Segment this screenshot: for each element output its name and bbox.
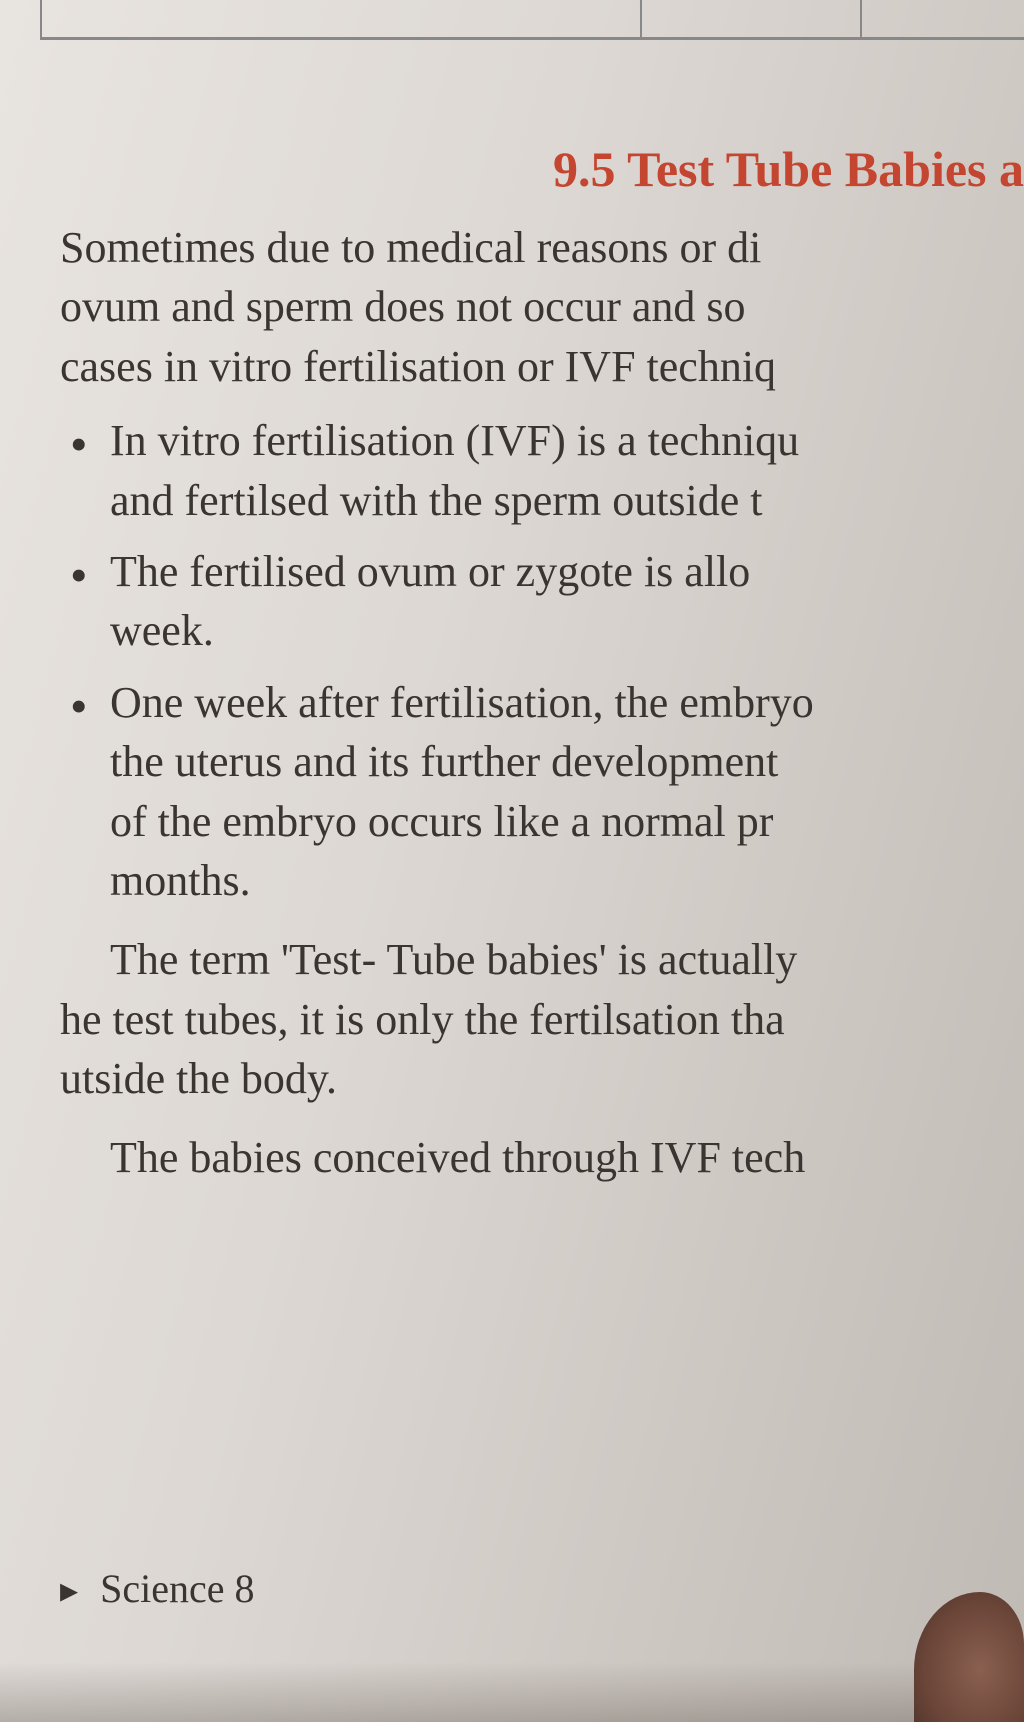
para-1-line-3: utside the body. xyxy=(60,1054,337,1103)
para-1-line-1: The term 'Test- Tube babies' is actually xyxy=(110,935,797,984)
finger-artifact xyxy=(914,1592,1024,1722)
bullet-item-3: One week after fertilisation, the embryo… xyxy=(60,673,1024,911)
page-footer: ▸ Science 8 xyxy=(60,1565,254,1612)
bullet-3-line-2: the uterus and its further development xyxy=(110,737,778,786)
top-border-divider xyxy=(860,0,862,40)
bullet-list: In vitro fertilisation (IVF) is a techni… xyxy=(60,411,1024,910)
page-content: 9.5 Test Tube Babies a Sometimes due to … xyxy=(20,40,1024,1188)
bullet-3-line-3: of the embryo occurs like a normal pr xyxy=(110,797,773,846)
bullet-item-2: The fertilised ovum or zygote is allo we… xyxy=(60,542,1024,661)
section-title-text: Test Tube Babies a xyxy=(627,141,1024,197)
intro-line-3: cases in vitro fertilisation or IVF tech… xyxy=(60,342,776,391)
bullet-1-line-1: In vitro fertilisation (IVF) is a techni… xyxy=(110,416,799,465)
footer-text: Science 8 xyxy=(100,1566,254,1611)
intro-line-2: ovum and sperm does not occur and so xyxy=(60,282,746,331)
para-2-line-1: The babies conceived through IVF tech xyxy=(110,1133,805,1182)
bottom-shadow xyxy=(0,1662,1024,1722)
paragraph-1: The term 'Test- Tube babies' is actually xyxy=(60,930,1024,989)
footer-arrow-icon: ▸ xyxy=(60,1569,78,1611)
bullet-2-line-1: The fertilised ovum or zygote is allo xyxy=(110,547,750,596)
para-1-line-2: he test tubes, it is only the fertilsati… xyxy=(60,995,785,1044)
top-table-border xyxy=(40,0,1024,40)
intro-line-1: Sometimes due to medical reasons or di xyxy=(60,223,761,272)
bullet-1-line-2: and fertilsed with the sperm outside t xyxy=(110,476,763,525)
textbook-page: 9.5 Test Tube Babies a Sometimes due to … xyxy=(0,0,1024,1722)
bullet-item-1: In vitro fertilisation (IVF) is a techni… xyxy=(60,411,1024,530)
bullet-2-line-2: week. xyxy=(110,606,214,655)
bullet-3-line-4: months. xyxy=(110,856,251,905)
intro-paragraph: Sometimes due to medical reasons or di o… xyxy=(60,218,1024,396)
bullet-3-line-1: One week after fertilisation, the embryo xyxy=(110,678,814,727)
paragraph-1-cont: he test tubes, it is only the fertilsati… xyxy=(60,990,1024,1109)
section-heading: 9.5 Test Tube Babies a xyxy=(60,140,1024,198)
section-number: 9.5 xyxy=(553,141,616,197)
paragraph-2: The babies conceived through IVF tech xyxy=(60,1128,1024,1187)
